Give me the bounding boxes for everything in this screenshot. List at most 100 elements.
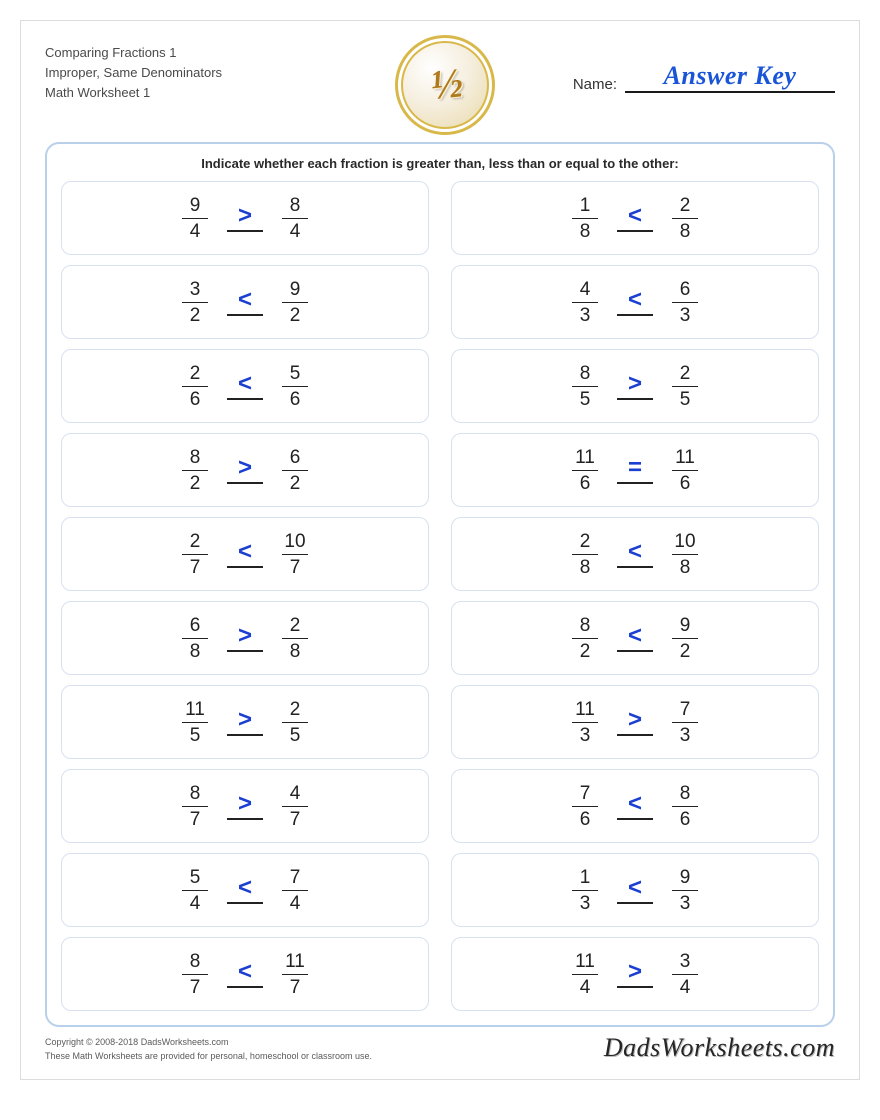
- numerator: 11: [285, 952, 305, 974]
- numerator: 2: [680, 196, 691, 218]
- instructions: Indicate whether each fraction is greate…: [61, 156, 819, 171]
- numerator: 2: [290, 616, 301, 638]
- numerator: 1: [580, 868, 591, 890]
- denominator: 6: [580, 807, 591, 829]
- denominator: 7: [190, 975, 201, 997]
- denominator: 3: [680, 303, 691, 325]
- denominator: 7: [190, 807, 201, 829]
- numerator: 8: [190, 784, 201, 806]
- answer-underline: [617, 818, 653, 820]
- answer-underline: [617, 734, 653, 736]
- numerator: 2: [290, 700, 301, 722]
- fraction-left: 114: [571, 952, 599, 997]
- answer-underline: [227, 566, 263, 568]
- numerator: 11: [575, 952, 595, 974]
- numerator: 7: [290, 868, 301, 890]
- problem-cell: 114>34: [451, 937, 819, 1011]
- problem-cell: 82 >6 2: [61, 433, 429, 507]
- comparison-answer: <: [225, 876, 265, 904]
- comparison-answer: >: [225, 456, 265, 484]
- header-text-block: Comparing Fractions 1 Improper, Same Den…: [45, 41, 345, 103]
- answer-underline: [227, 398, 263, 400]
- comparison-answer: >: [225, 792, 265, 820]
- numerator: 6: [680, 280, 691, 302]
- numerator: 8: [680, 784, 691, 806]
- fraction-right: 108: [671, 532, 699, 577]
- numerator: 11: [675, 448, 695, 470]
- denominator: 6: [580, 471, 591, 493]
- footer-brand: DadsWorksheets.com: [604, 1033, 835, 1063]
- comparison-answer: <: [615, 288, 655, 316]
- comparison-symbol: >: [628, 372, 642, 396]
- footer-copyright: Copyright © 2008-2018 DadsWorksheets.com: [45, 1036, 372, 1050]
- problem-cell: 85 >25: [451, 349, 819, 423]
- name-label: Name:: [573, 76, 617, 93]
- denominator: 6: [190, 387, 201, 409]
- numerator: 2: [190, 532, 201, 554]
- denominator: 4: [290, 891, 301, 913]
- fraction-right: 117: [281, 952, 309, 997]
- numerator: 11: [575, 448, 595, 470]
- problems-panel: Indicate whether each fraction is greate…: [45, 142, 835, 1027]
- answer-underline: [617, 650, 653, 652]
- comparison-symbol: <: [628, 624, 642, 648]
- fraction-left: 13: [571, 868, 599, 913]
- numerator: 6: [290, 448, 301, 470]
- fraction-right: 92: [671, 616, 699, 661]
- problem-cell: 87<117: [61, 937, 429, 1011]
- fraction-left: 54: [181, 868, 209, 913]
- denominator: 3: [580, 891, 591, 913]
- fraction-right: 25: [671, 364, 699, 409]
- comparison-answer: >: [615, 372, 655, 400]
- problem-cell: 27<107: [61, 517, 429, 591]
- denominator: 8: [680, 555, 691, 577]
- denominator: 5: [190, 723, 201, 745]
- answer-underline: [227, 902, 263, 904]
- title-line-3: Math Worksheet 1: [45, 83, 345, 103]
- denominator: 3: [680, 891, 691, 913]
- fraction-left: 85: [571, 364, 599, 409]
- comparison-symbol: <: [628, 204, 642, 228]
- numerator: 8: [580, 616, 591, 638]
- comparison-symbol: >: [238, 708, 252, 732]
- denominator: 5: [290, 723, 301, 745]
- fraction-right: 86: [671, 784, 699, 829]
- denominator: 2: [290, 303, 301, 325]
- denominator: 4: [290, 219, 301, 241]
- answer-underline: [227, 734, 263, 736]
- problem-cell: 87>47: [61, 769, 429, 843]
- name-field-block: Name: Answer Key: [573, 63, 835, 93]
- denominator: 7: [290, 975, 301, 997]
- denominator: 2: [190, 471, 201, 493]
- problem-cell: 18<28: [451, 181, 819, 255]
- fraction-right: 84: [281, 196, 309, 241]
- comparison-symbol: >: [238, 456, 252, 480]
- denominator: 4: [680, 975, 691, 997]
- fraction-right: 28: [281, 616, 309, 661]
- denominator: 3: [680, 723, 691, 745]
- comparison-answer: <: [615, 876, 655, 904]
- numerator: 7: [680, 700, 691, 722]
- problem-cell: 94>84: [61, 181, 429, 255]
- fraction-right: 92: [281, 280, 309, 325]
- denominator: 4: [580, 975, 591, 997]
- comparison-symbol: >: [238, 792, 252, 816]
- denominator: 2: [680, 639, 691, 661]
- numerator: 4: [580, 280, 591, 302]
- answer-underline: [617, 986, 653, 988]
- numerator: 3: [190, 280, 201, 302]
- denominator: 4: [190, 219, 201, 241]
- denominator: 3: [580, 303, 591, 325]
- comparison-symbol: <: [238, 540, 252, 564]
- comparison-answer: <: [225, 960, 265, 988]
- problem-cell: 28<108: [451, 517, 819, 591]
- fraction-right: 73: [671, 700, 699, 745]
- fraction-left: 76: [571, 784, 599, 829]
- problem-cell: 8 2 <92: [451, 601, 819, 675]
- denominator: 8: [580, 555, 591, 577]
- fraction-left: 82: [181, 448, 209, 493]
- problem-cell: 115>25: [61, 685, 429, 759]
- comparison-symbol: <: [238, 288, 252, 312]
- comparison-symbol: <: [238, 960, 252, 984]
- denominator: 8: [580, 219, 591, 241]
